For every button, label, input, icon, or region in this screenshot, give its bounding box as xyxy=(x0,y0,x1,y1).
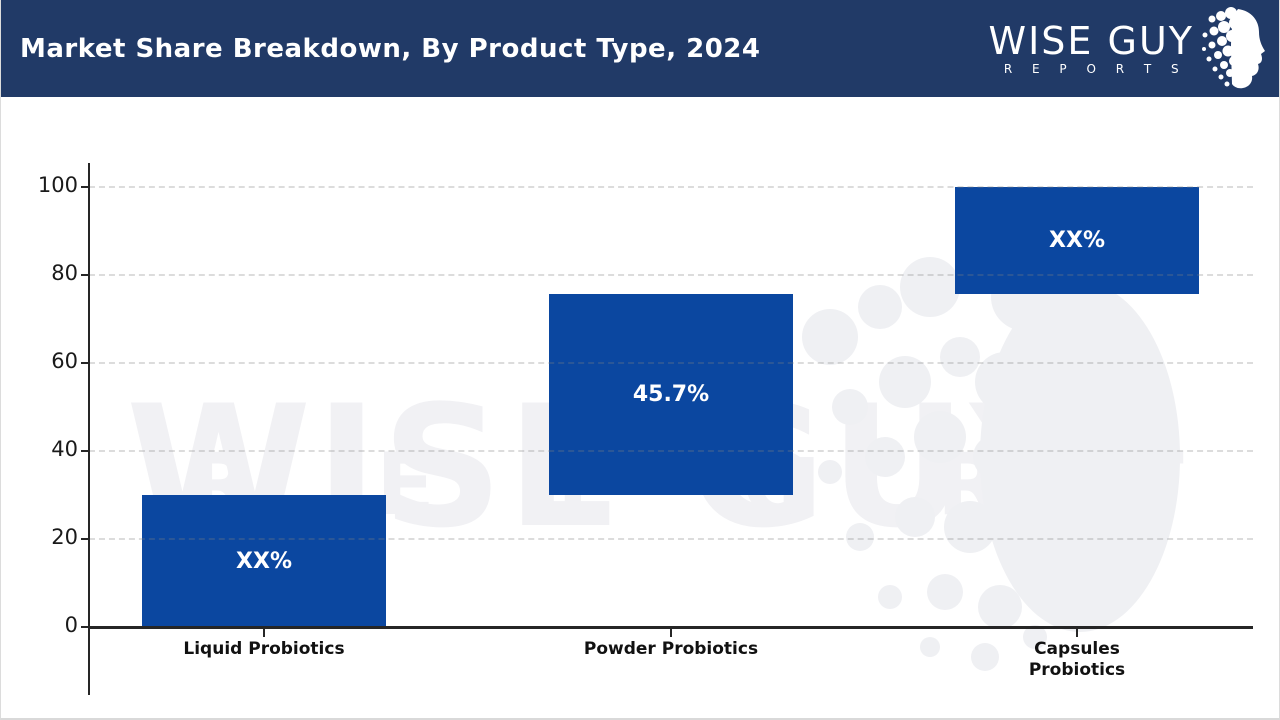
y-tick-60 xyxy=(81,362,89,364)
bar-value-label: XX% xyxy=(236,548,292,574)
x-tick-2 xyxy=(1076,629,1078,637)
bar-value-label: XX% xyxy=(1049,227,1105,253)
y-tick-80 xyxy=(81,274,89,276)
y-tick-40 xyxy=(81,450,89,452)
brand-logo-text: WISE GUY R E P O R T S xyxy=(989,22,1194,76)
y-tick-100 xyxy=(81,186,89,188)
y-tick-label-80: 80 xyxy=(51,261,78,285)
plot-area: WISE GUY R E P O R T S 020406080100XX%45… xyxy=(0,97,1280,720)
page-title: Market Share Breakdown, By Product Type,… xyxy=(20,33,761,64)
x-axis-line xyxy=(88,626,1253,629)
y-tick-label-100: 100 xyxy=(37,173,78,197)
y-axis-line xyxy=(88,163,90,695)
x-tick-0 xyxy=(263,629,265,637)
y-tick-label-40: 40 xyxy=(51,437,78,461)
brand-name: WISE GUY xyxy=(988,18,1194,63)
y-tick-label-60: 60 xyxy=(51,349,78,373)
x-tick-1 xyxy=(670,629,672,637)
x-category-label-2: Capsules Probiotics xyxy=(1028,639,1126,680)
bar-value-label: 45.7% xyxy=(632,381,710,407)
watermark-face-icon xyxy=(802,243,1180,671)
bar-capsules-probiotics: XX% xyxy=(955,187,1199,294)
y-tick-label-20: 20 xyxy=(51,525,78,549)
brand-subname: R E P O R T S xyxy=(1003,61,1187,76)
y-tick-20 xyxy=(81,538,89,540)
y-tick-0 xyxy=(81,626,89,628)
brand-logo: WISE GUY R E P O R T S xyxy=(989,0,1268,97)
brand-face-icon xyxy=(1202,6,1265,88)
x-category-label-1: Powder Probiotics xyxy=(583,639,759,659)
header-band: Market Share Breakdown, By Product Type,… xyxy=(0,0,1280,97)
bar-powder-probiotics: 45.7% xyxy=(549,293,793,495)
bar-liquid-probiotics: XX% xyxy=(142,495,386,627)
x-category-label-0: Liquid Probiotics xyxy=(183,639,345,659)
y-tick-label-0: 0 xyxy=(64,613,78,637)
